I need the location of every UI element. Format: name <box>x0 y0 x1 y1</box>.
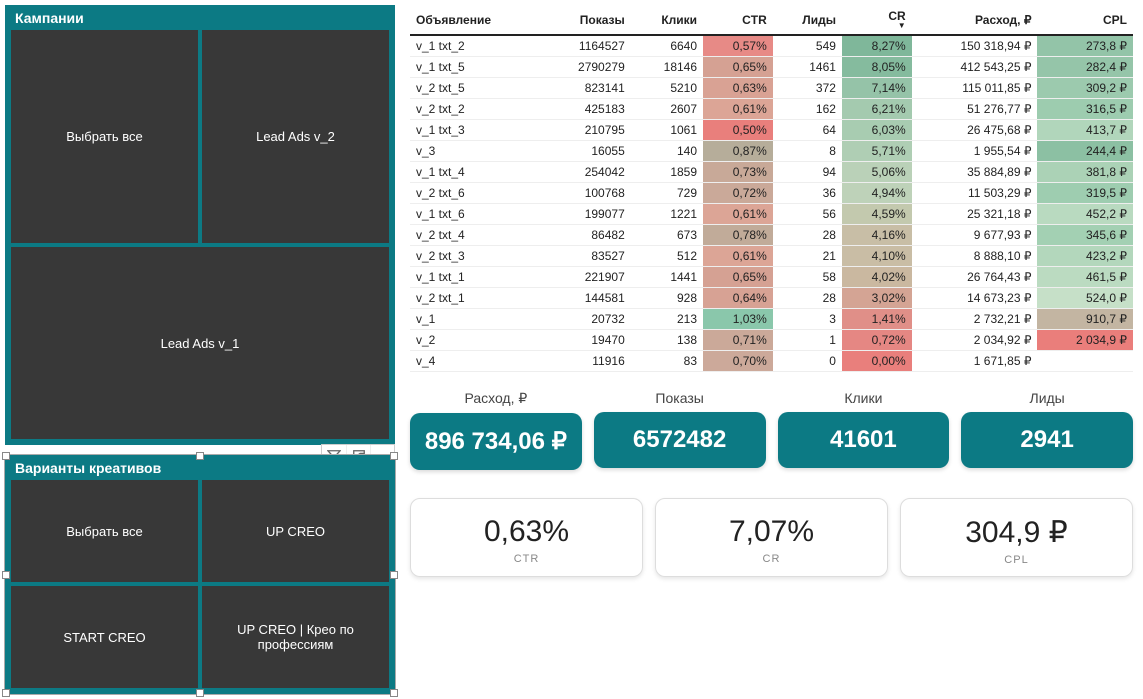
table-row[interactable]: v_2194701380,71%10,72%2 034,92 ₽2 034,9 … <box>410 330 1133 351</box>
kpi-value: 0,63% <box>484 515 569 549</box>
resize-handle[interactable] <box>196 452 204 460</box>
table-row[interactable]: v_1 txt_619907712210,61%564,59%25 321,18… <box>410 204 1133 225</box>
table-row[interactable]: v_2 txt_242518326070,61%1626,21%51 276,7… <box>410 99 1133 120</box>
kpi-value: 41601 <box>778 412 950 468</box>
creatives-panel: Варианты креативов Выбрать всеUP CREOSTA… <box>5 455 395 694</box>
resize-handle[interactable] <box>2 571 10 579</box>
ads-table: ОбъявлениеПоказыКликиCTRЛидыCR▼Расход, ₽… <box>410 5 1133 372</box>
table-row[interactable]: v_411916830,70%00,00%1 671,85 ₽ <box>410 351 1133 372</box>
kpi-card: Лиды 2941 <box>961 390 1133 470</box>
kpi-value: 304,9 ₽ <box>965 515 1068 550</box>
table-row[interactable]: v_2 txt_4864826730,78%284,16%9 677,93 ₽3… <box>410 225 1133 246</box>
col-lead[interactable]: Лиды <box>773 5 842 35</box>
table-row[interactable]: v_3160551400,87%85,71%1 955,54 ₽244,4 ₽ <box>410 141 1133 162</box>
resize-handle[interactable] <box>196 689 204 697</box>
col-imp[interactable]: Показы <box>542 5 631 35</box>
treemap-tile[interactable]: Lead Ads v_1 <box>11 247 389 439</box>
col-cr[interactable]: CR▼ <box>842 5 912 35</box>
treemap-tile[interactable]: Выбрать все <box>11 480 198 582</box>
kpi-value: 896 734,06 ₽ <box>410 413 582 470</box>
resize-handle[interactable] <box>390 571 398 579</box>
table-row[interactable]: v_1 txt_52790279181460,65%14618,05%412 5… <box>410 57 1133 78</box>
table-row[interactable]: v_2 txt_61007687290,72%364,94%11 503,29 … <box>410 183 1133 204</box>
treemap-tile[interactable]: Lead Ads v_2 <box>202 30 389 243</box>
kpi-label: Лиды <box>1030 390 1065 406</box>
treemap-tile[interactable]: START CREO <box>11 586 198 688</box>
kpi-label: Клики <box>844 390 882 406</box>
table-row[interactable]: v_2 txt_3835275120,61%214,10%8 888,10 ₽4… <box>410 246 1133 267</box>
table-row[interactable]: v_1 txt_122190714410,65%584,02%26 764,43… <box>410 267 1133 288</box>
col-ctr[interactable]: CTR <box>703 5 773 35</box>
kpi-value: 6572482 <box>594 412 766 468</box>
kpi-label: CTR <box>514 553 540 565</box>
kpi-card: 304,9 ₽ CPL <box>900 498 1133 577</box>
col-cost[interactable]: Расход, ₽ <box>912 5 1038 35</box>
kpi-card: 0,63% CTR <box>410 498 643 577</box>
col-ad[interactable]: Объявление <box>410 5 542 35</box>
treemap-tile[interactable]: Выбрать все <box>11 30 198 243</box>
resize-handle[interactable] <box>390 452 398 460</box>
table-row[interactable]: v_2 txt_582314152100,63%3727,14%115 011,… <box>410 78 1133 99</box>
kpi-label: CPL <box>1004 554 1028 566</box>
col-clk[interactable]: Клики <box>631 5 703 35</box>
col-cpl[interactable]: CPL <box>1037 5 1133 35</box>
table-row[interactable]: v_2 txt_11445819280,64%283,02%14 673,23 … <box>410 288 1133 309</box>
kpi-value: 7,07% <box>729 515 814 549</box>
table-row[interactable]: v_1 txt_321079510610,50%646,03%26 475,68… <box>410 120 1133 141</box>
resize-handle[interactable] <box>2 452 10 460</box>
table-row[interactable]: v_1207322131,03%31,41%2 732,21 ₽910,7 ₽ <box>410 309 1133 330</box>
kpi-label: Расход, ₽ <box>464 390 527 407</box>
resize-handle[interactable] <box>2 689 10 697</box>
treemap-tile[interactable]: UP CREO <box>202 480 389 582</box>
campaigns-panel: Кампании Выбрать всеLead Ads v_2Lead Ads… <box>5 5 395 445</box>
table-row[interactable]: v_1 txt_2116452766400,57%5498,27%150 318… <box>410 35 1133 57</box>
table-row[interactable]: v_1 txt_425404218590,73%945,06%35 884,89… <box>410 162 1133 183</box>
kpi-card: 7,07% CR <box>655 498 888 577</box>
kpi-card: Показы 6572482 <box>594 390 766 470</box>
kpi-label: Показы <box>655 390 703 406</box>
kpi-label: CR <box>763 553 781 565</box>
campaigns-title: Кампании <box>11 6 389 30</box>
kpi-card: Клики 41601 <box>778 390 950 470</box>
treemap-tile[interactable]: UP CREO | Крео по профессиям <box>202 586 389 688</box>
resize-handle[interactable] <box>390 689 398 697</box>
kpi-value: 2941 <box>961 412 1133 468</box>
kpi-card: Расход, ₽ 896 734,06 ₽ <box>410 390 582 470</box>
